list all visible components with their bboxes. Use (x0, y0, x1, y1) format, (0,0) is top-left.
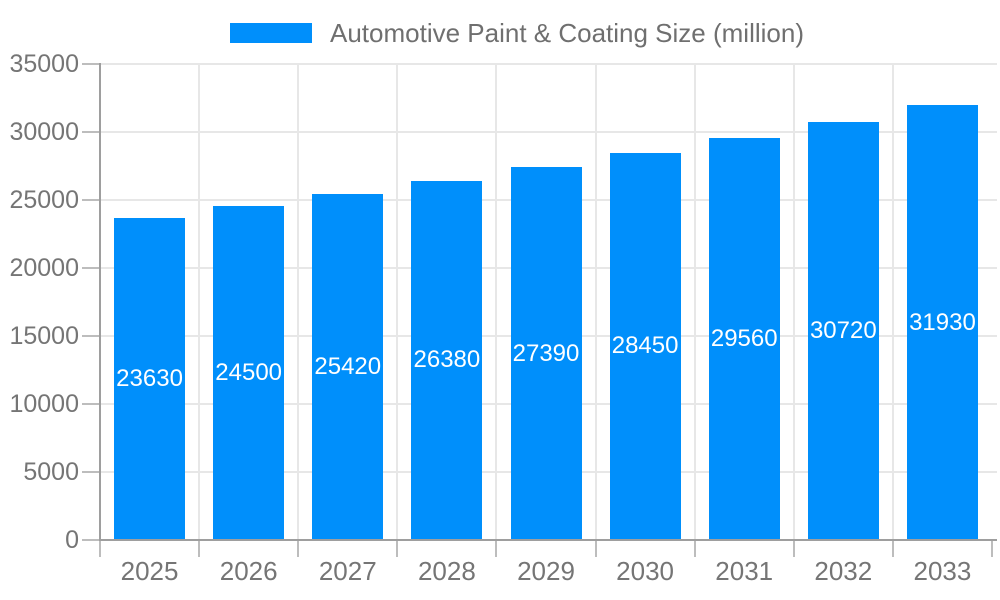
x-axis-tick-label: 2032 (814, 556, 873, 586)
y-axis-tick (82, 402, 100, 405)
x-axis-tick (693, 540, 696, 557)
bar-value-label: 31930 (909, 308, 976, 336)
bar-value-label: 25420 (314, 352, 382, 380)
bar-value-label: 28450 (611, 332, 679, 360)
x-axis-tick (198, 540, 201, 557)
x-gridline (297, 63, 300, 540)
y-axis-tick-label: 10000 (9, 389, 79, 418)
legend-label: Automotive Paint & Coating Size (million… (330, 18, 804, 48)
y-axis-tick-label: 30000 (9, 117, 79, 146)
bar[interactable] (114, 218, 186, 539)
bar-value-label: 23630 (116, 365, 183, 393)
bar[interactable] (213, 206, 285, 539)
x-axis-tick-label: 2027 (318, 556, 377, 586)
x-axis-line (99, 539, 997, 541)
y-gridline (100, 130, 997, 133)
bar[interactable] (906, 105, 978, 539)
x-axis-tick-label: 2028 (417, 556, 476, 586)
bar-value-label: 24500 (215, 359, 283, 387)
x-axis-tick (495, 540, 498, 557)
x-axis-tick-label: 2026 (219, 556, 278, 586)
x-axis-tick-label: 2030 (616, 556, 675, 586)
x-axis-tick-label: 2029 (517, 556, 575, 586)
y-axis-tick (82, 539, 100, 541)
x-axis-tick (396, 540, 399, 557)
y-axis-tick (82, 470, 100, 473)
bar-value-label: 30720 (809, 316, 877, 344)
bar[interactable] (510, 167, 582, 539)
y-axis-line (99, 63, 101, 541)
y-axis-tick (82, 198, 100, 201)
bar-value-label: 26380 (413, 346, 481, 374)
y-axis-tick (82, 266, 100, 269)
bar-value-label: 29560 (710, 324, 778, 352)
x-gridline (792, 63, 795, 540)
x-gridline (198, 63, 201, 540)
y-axis-tick-label: 25000 (9, 185, 79, 214)
x-gridline (495, 63, 498, 540)
y-axis-tick (82, 334, 100, 337)
x-axis-tick-label: 2025 (120, 556, 179, 586)
y-axis-tick-label: 35000 (9, 49, 79, 78)
bar[interactable] (609, 152, 681, 539)
x-axis-tick (792, 540, 795, 557)
bar-value-label: 27390 (512, 339, 580, 367)
y-axis-tick-label: 15000 (9, 321, 79, 350)
y-axis-tick-label: 5000 (23, 457, 79, 486)
x-gridline (891, 63, 894, 540)
bar[interactable] (807, 121, 879, 539)
x-axis-tick (99, 540, 101, 557)
x-axis-tick (891, 540, 894, 557)
x-axis-tick (991, 540, 993, 557)
y-axis-tick-label: 20000 (9, 253, 79, 282)
bar[interactable] (708, 137, 780, 539)
x-axis-tick (594, 540, 597, 557)
y-axis-tick (82, 130, 100, 133)
bar[interactable] (411, 180, 483, 539)
x-gridline (594, 63, 597, 540)
x-gridline (396, 63, 399, 540)
legend-swatch-icon (230, 23, 312, 43)
x-axis-tick-label: 2031 (715, 556, 774, 586)
x-axis-tick-label: 2033 (913, 556, 972, 586)
x-axis-tick (297, 540, 300, 557)
y-axis-tick-label: 0 (65, 526, 79, 554)
x-gridline (693, 63, 696, 540)
legend-item[interactable]: Automotive Paint & Coating Size (million… (230, 20, 804, 46)
bar[interactable] (312, 193, 384, 539)
y-axis-tick (82, 62, 100, 65)
y-gridline (100, 62, 997, 65)
